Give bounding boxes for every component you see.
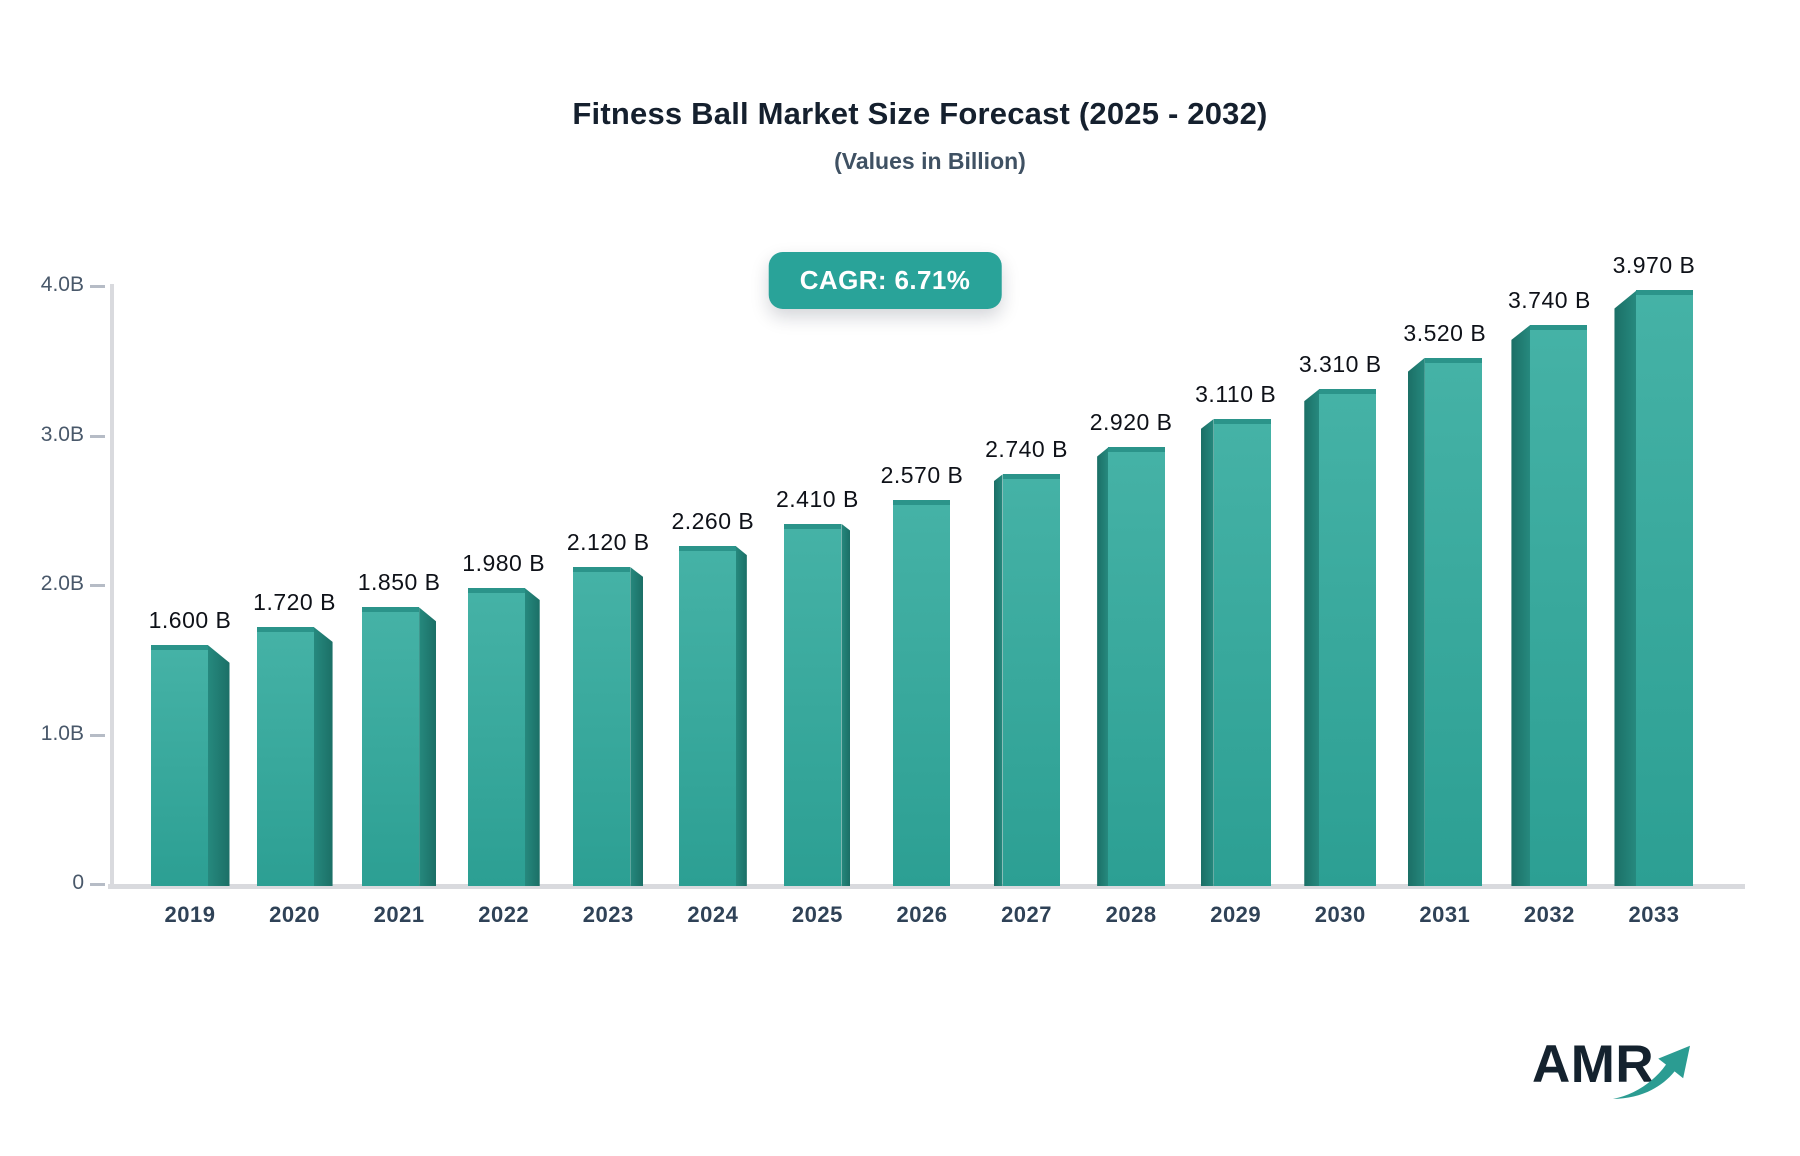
bar-side-face bbox=[419, 607, 437, 886]
y-axis-line bbox=[110, 284, 114, 885]
y-axis-label: 0 bbox=[72, 871, 84, 894]
bar-value-label: 3.110 B bbox=[1195, 381, 1277, 408]
bar-value-label: 2.920 B bbox=[1089, 409, 1173, 436]
bar-2033 bbox=[1636, 290, 1694, 886]
bar-value-label: 3.520 B bbox=[1403, 319, 1487, 346]
bar-value-label: 1.850 B bbox=[357, 569, 441, 596]
bar-2021 bbox=[362, 607, 420, 886]
bar-2027 bbox=[1002, 474, 1060, 886]
bar-side-face bbox=[1200, 419, 1214, 886]
y-tick bbox=[90, 434, 105, 438]
x-axis-label: 2032 bbox=[1523, 902, 1575, 927]
bar-value-label: 1.980 B bbox=[462, 549, 546, 576]
x-axis-label: 2022 bbox=[478, 902, 530, 927]
bar-side-face bbox=[524, 587, 540, 886]
bar-2019 bbox=[150, 644, 208, 886]
bar-side-face bbox=[1511, 324, 1531, 886]
bar-side-face bbox=[207, 644, 230, 886]
bar-side-face bbox=[735, 546, 747, 886]
bar-2023 bbox=[573, 567, 631, 886]
bar-value-label: 3.970 B bbox=[1612, 252, 1696, 279]
bar-2025 bbox=[784, 523, 842, 886]
chart-subtitle: (Values in Billion) bbox=[834, 148, 1026, 174]
bar-side-face bbox=[993, 474, 1003, 886]
bar-2024 bbox=[678, 546, 736, 886]
chart-title: Fitness Ball Market Size Forecast (2025 … bbox=[572, 96, 1268, 131]
x-axis-label: 2033 bbox=[1628, 902, 1680, 927]
bar-2026 bbox=[893, 499, 951, 886]
x-axis-line bbox=[108, 884, 1745, 889]
bar-side-face bbox=[841, 523, 851, 886]
bar-value-label: 1.600 B bbox=[148, 606, 232, 633]
bar-2030 bbox=[1319, 389, 1377, 886]
bar-2029 bbox=[1213, 419, 1271, 886]
y-axis-label: 1.0B bbox=[40, 721, 84, 745]
x-axis-label: 2029 bbox=[1210, 902, 1262, 927]
y-tick bbox=[90, 883, 105, 886]
logo-arrow-icon bbox=[1612, 1045, 1690, 1099]
x-axis-label: 2020 bbox=[269, 902, 321, 927]
bar-value-label: 1.720 B bbox=[253, 588, 336, 615]
x-axis-label: 2030 bbox=[1314, 902, 1366, 927]
x-axis-label: 2024 bbox=[687, 902, 739, 927]
bar-side-face bbox=[1614, 290, 1637, 886]
x-axis-label: 2026 bbox=[896, 902, 948, 927]
y-axis-label: 4.0B bbox=[40, 273, 84, 296]
bar-2020 bbox=[256, 626, 314, 886]
bar-value-label: 3.740 B bbox=[1508, 286, 1591, 313]
x-axis-label: 2028 bbox=[1105, 902, 1157, 927]
bar-side-face bbox=[1097, 447, 1109, 886]
bar-value-label: 3.310 B bbox=[1298, 351, 1382, 378]
bar-value-label: 2.120 B bbox=[566, 529, 650, 556]
bar-value-label: 2.410 B bbox=[776, 485, 859, 512]
bar-value-label: 2.570 B bbox=[880, 461, 964, 488]
cagr-badge: CAGR: 6.71% bbox=[768, 252, 1002, 309]
x-axis-label: 2027 bbox=[1001, 902, 1053, 927]
bar-2022 bbox=[467, 587, 525, 886]
bar-2028 bbox=[1108, 447, 1166, 886]
x-axis-label: 2025 bbox=[791, 902, 843, 927]
bar-side-face bbox=[630, 567, 644, 886]
bar-2032 bbox=[1530, 324, 1588, 886]
bar-value-label: 2.740 B bbox=[985, 436, 1068, 463]
x-axis-label: 2023 bbox=[582, 902, 634, 927]
bar-value-label: 2.260 B bbox=[671, 508, 755, 535]
x-axis-label: 2031 bbox=[1419, 902, 1471, 927]
x-axis-label: 2019 bbox=[164, 902, 216, 927]
y-tick bbox=[90, 584, 105, 587]
y-tick bbox=[90, 733, 105, 737]
x-axis-label: 2021 bbox=[373, 902, 425, 927]
y-axis-label: 3.0B bbox=[40, 422, 84, 446]
bar-side-face bbox=[1304, 389, 1320, 886]
y-axis-label: 2.0B bbox=[40, 572, 84, 595]
y-tick bbox=[90, 285, 105, 288]
bar-side-face bbox=[1407, 357, 1425, 886]
bar-2031 bbox=[1424, 357, 1482, 886]
bar-side-face bbox=[313, 626, 333, 886]
logo-text: AMR bbox=[1532, 1035, 1655, 1094]
